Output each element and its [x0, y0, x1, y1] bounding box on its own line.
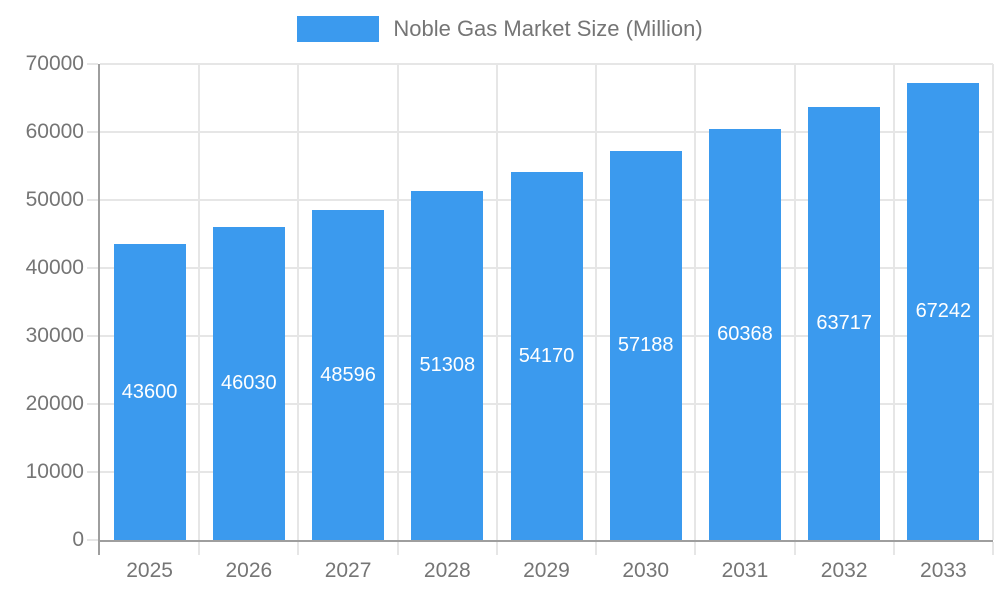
y-tick-mark [87, 131, 98, 133]
v-gridline [198, 64, 201, 540]
x-tick-label: 2025 [126, 559, 173, 582]
x-tick-mark [793, 542, 796, 555]
v-gridline [892, 64, 895, 540]
x-tick-mark [396, 542, 399, 555]
y-tick-mark [87, 471, 98, 473]
x-tick-label: 2026 [225, 559, 273, 582]
bar: 54170 [510, 172, 583, 540]
y-tick-label: 40000 [25, 256, 84, 279]
x-tick-label: 2029 [523, 559, 570, 582]
x-tick-mark [297, 542, 300, 555]
v-gridline [396, 64, 399, 540]
y-tick-label: 50000 [25, 188, 84, 211]
bar-value-label: 51308 [419, 354, 476, 376]
bar: 46030 [212, 227, 285, 540]
bar: 60368 [708, 129, 781, 540]
bar-value-label: 57188 [617, 334, 674, 356]
legend: Noble Gas Market Size (Million) [0, 16, 1000, 42]
x-tick-label: 2030 [622, 559, 670, 582]
bar-value-label: 48596 [320, 363, 376, 386]
y-tick-label: 20000 [25, 392, 84, 415]
bar-value-label: 60368 [717, 323, 773, 345]
y-tick-mark [87, 199, 98, 201]
x-tick-mark [595, 542, 598, 555]
x-tick-label: 2027 [324, 559, 372, 582]
h-gridline [100, 63, 993, 65]
x-tick-mark [992, 542, 994, 555]
bar: 48596 [312, 210, 385, 540]
v-gridline [297, 64, 300, 540]
x-tick-mark [198, 542, 201, 555]
bar-value-label: 63717 [816, 312, 872, 334]
x-tick-label: 2033 [920, 559, 967, 582]
v-gridline [595, 64, 598, 540]
y-tick-label: 30000 [25, 324, 84, 347]
legend-swatch [297, 16, 380, 42]
y-tick-mark [87, 63, 98, 65]
y-tick-label: 10000 [25, 460, 84, 483]
y-tick-label: 60000 [25, 120, 84, 143]
bar: 67242 [907, 83, 980, 540]
v-gridline [793, 64, 796, 540]
plot-area: 0 10000 20000 30000 40000 50000 60000 70000 4360… [26, 52, 994, 582]
bar: 43600 [113, 244, 186, 540]
y-tick-mark [87, 539, 98, 541]
bar-value-label: 67242 [915, 300, 972, 322]
x-tick-label: 2032 [820, 559, 868, 582]
y-tick-mark [87, 403, 98, 405]
v-gridline [992, 64, 994, 540]
x-tick-mark [892, 542, 895, 555]
h-gridline [100, 131, 993, 133]
y-tick-label: 70000 [25, 52, 84, 75]
y-tick-mark [87, 335, 98, 337]
v-gridline [495, 64, 498, 540]
y-tick-mark [87, 267, 98, 269]
legend-label: Noble Gas Market Size (Million) [393, 16, 703, 41]
bar: 57188 [609, 151, 682, 540]
bar: 63717 [808, 107, 881, 540]
y-axis-line [98, 64, 100, 555]
v-gridline [694, 64, 697, 540]
x-tick-label: 2031 [721, 559, 769, 582]
bar-value-label: 43600 [121, 380, 178, 403]
bar-value-label: 54170 [518, 344, 575, 367]
y-tick-label: 0 [72, 528, 84, 551]
x-axis-line [98, 540, 993, 542]
bar: 51308 [411, 191, 484, 540]
bar-value-label: 46030 [221, 372, 277, 394]
x-tick-label: 2028 [423, 559, 471, 582]
x-tick-mark [694, 542, 697, 555]
x-tick-mark [495, 542, 498, 555]
